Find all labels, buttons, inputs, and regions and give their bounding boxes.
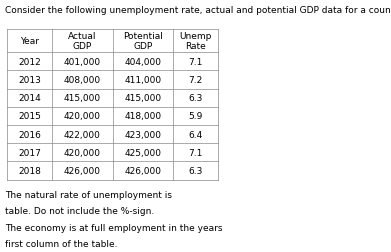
Text: 426,000: 426,000 — [124, 166, 161, 175]
Text: 418,000: 418,000 — [124, 112, 161, 121]
Text: 415,000: 415,000 — [64, 94, 101, 103]
Text: 5.9: 5.9 — [188, 112, 203, 121]
Text: 404,000: 404,000 — [124, 57, 161, 67]
Text: 2013: 2013 — [18, 76, 41, 85]
Text: 411,000: 411,000 — [124, 76, 161, 85]
Text: 426,000: 426,000 — [64, 166, 101, 175]
Text: Potential
GDP: Potential GDP — [123, 32, 163, 51]
Text: 415,000: 415,000 — [124, 94, 161, 103]
Text: 401,000: 401,000 — [64, 57, 101, 67]
Text: 2017: 2017 — [18, 148, 41, 157]
Text: 423,000: 423,000 — [124, 130, 161, 139]
Text: 2015: 2015 — [18, 112, 41, 121]
Text: 6.3: 6.3 — [188, 166, 203, 175]
Text: first column of the table.: first column of the table. — [5, 239, 118, 248]
Text: 2012: 2012 — [18, 57, 41, 67]
Text: 7.1: 7.1 — [188, 57, 203, 67]
Text: 6.3: 6.3 — [188, 94, 203, 103]
Text: The economy is at full employment in the years: The economy is at full employment in the… — [5, 223, 222, 232]
Text: 2018: 2018 — [18, 166, 41, 175]
Text: Year: Year — [20, 37, 39, 46]
Text: Actual
GDP: Actual GDP — [68, 32, 97, 51]
Text: The natural rate of unemployment is: The natural rate of unemployment is — [5, 190, 172, 199]
Text: 2016: 2016 — [18, 130, 41, 139]
Text: Consider the following unemployment rate, actual and potential GDP data for a co: Consider the following unemployment rate… — [5, 6, 391, 15]
Text: 408,000: 408,000 — [64, 76, 101, 85]
Text: 420,000: 420,000 — [64, 112, 101, 121]
Text: Unemp
Rate: Unemp Rate — [179, 32, 212, 51]
Text: 2014: 2014 — [18, 94, 41, 103]
Text: 420,000: 420,000 — [64, 148, 101, 157]
Text: 7.2: 7.2 — [188, 76, 203, 85]
Text: 7.1: 7.1 — [188, 148, 203, 157]
Text: 6.4: 6.4 — [188, 130, 203, 139]
Text: 422,000: 422,000 — [64, 130, 101, 139]
Text: table. Do not include the %-sign.: table. Do not include the %-sign. — [5, 206, 154, 215]
Text: 425,000: 425,000 — [124, 148, 161, 157]
